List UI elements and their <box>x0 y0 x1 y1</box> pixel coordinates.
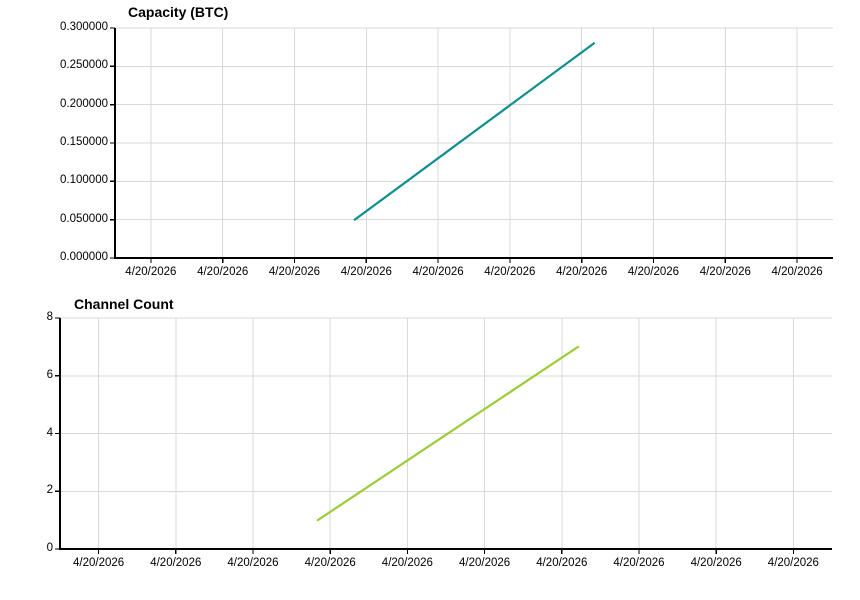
x-tick-label: 4/20/2026 <box>367 557 447 569</box>
x-tick-label: 4/20/2026 <box>614 266 694 278</box>
x-tick-label: 4/20/2026 <box>676 557 756 569</box>
chart-plot-area <box>55 318 832 554</box>
y-tick-label: 0.100000 <box>46 174 108 186</box>
x-tick-label: 4/20/2026 <box>542 266 622 278</box>
y-tick-label: 0.200000 <box>46 98 108 110</box>
dual-line-chart-panel: Capacity (BTC) Channel Count 4/20/20264/… <box>0 0 860 600</box>
y-tick-label: 2 <box>0 484 53 496</box>
chart-plot-area <box>110 28 833 263</box>
x-tick-label: 4/20/2026 <box>183 266 263 278</box>
y-tick-label: 0.000000 <box>46 251 108 263</box>
y-tick-label: 0.150000 <box>46 136 108 148</box>
x-tick-label: 4/20/2026 <box>470 266 550 278</box>
x-tick-label: 4/20/2026 <box>757 266 837 278</box>
x-tick-label: 4/20/2026 <box>599 557 679 569</box>
x-tick-label: 4/20/2026 <box>213 557 293 569</box>
chart-title-capacity-btc: Capacity (BTC) <box>128 4 228 20</box>
y-tick-label: 0 <box>0 542 53 554</box>
x-tick-label: 4/20/2026 <box>59 557 139 569</box>
x-tick-label: 4/20/2026 <box>445 557 525 569</box>
x-tick-label: 4/20/2026 <box>753 557 833 569</box>
x-tick-label: 4/20/2026 <box>685 266 765 278</box>
y-tick-label: 0.050000 <box>46 213 108 225</box>
y-tick-label: 0.300000 <box>46 21 108 33</box>
chart-title-channel-count: Channel Count <box>74 296 174 312</box>
y-tick-label: 4 <box>0 427 53 439</box>
x-tick-label: 4/20/2026 <box>522 557 602 569</box>
y-tick-label: 0.250000 <box>46 59 108 71</box>
x-tick-label: 4/20/2026 <box>326 266 406 278</box>
y-tick-label: 8 <box>0 311 53 323</box>
x-tick-label: 4/20/2026 <box>255 266 335 278</box>
y-tick-label: 6 <box>0 369 53 381</box>
x-tick-label: 4/20/2026 <box>398 266 478 278</box>
x-tick-label: 4/20/2026 <box>111 266 191 278</box>
x-tick-label: 4/20/2026 <box>136 557 216 569</box>
series-line-capacity-btc- <box>355 43 594 219</box>
x-tick-label: 4/20/2026 <box>290 557 370 569</box>
